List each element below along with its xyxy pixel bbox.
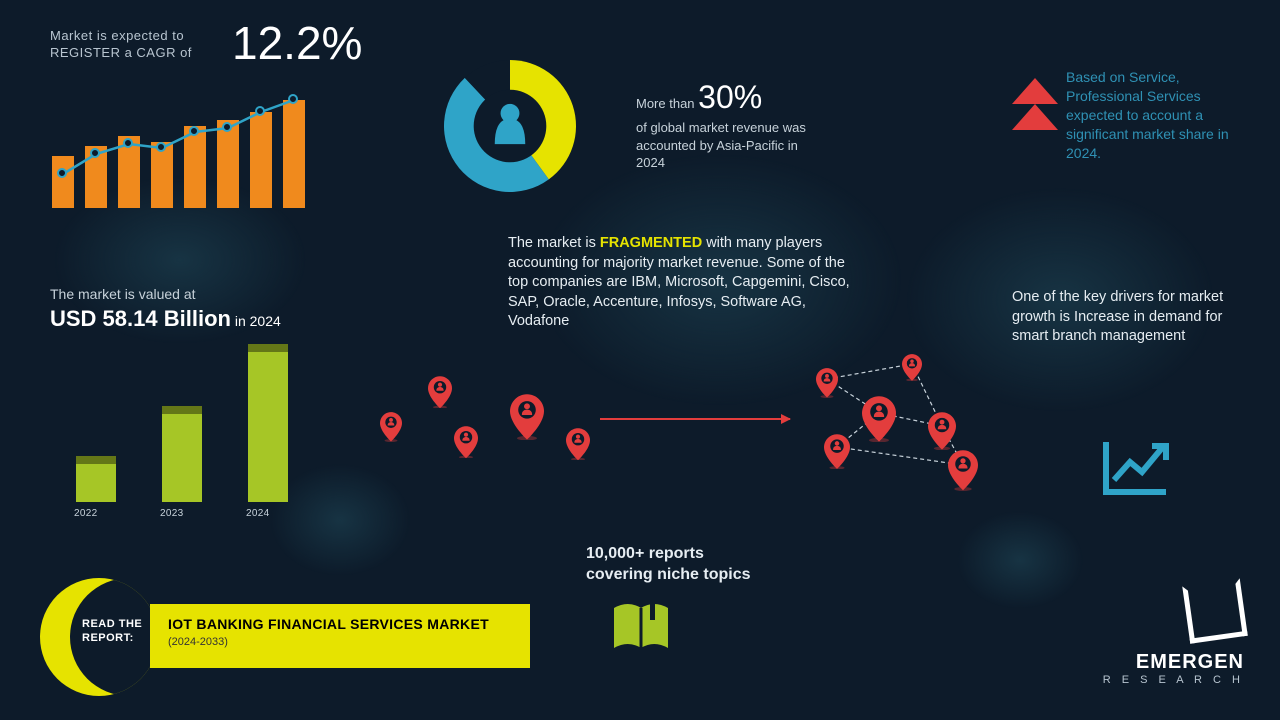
emergen-logo: EMERGEN R E S E A R C H: [1103, 582, 1244, 686]
reports-line2: covering niche topics: [586, 566, 750, 583]
valuation-year: in 2024: [231, 313, 281, 329]
donut-pre: More than: [636, 96, 698, 111]
valuation-chart: 202220232024: [76, 352, 334, 502]
network-pins: [806, 360, 996, 500]
donut-caption: More than 30% of global market revenue w…: [636, 76, 816, 172]
cagr-label: Market is expected to REGISTER a CAGR of: [50, 28, 220, 62]
cagr-value: 12.2%: [232, 16, 362, 70]
driver-text: One of the key drivers for market growth…: [1012, 288, 1242, 347]
donut-post: of global market revenue was accounted b…: [636, 120, 806, 170]
service-text: Based on Service, Professional Services …: [1066, 68, 1256, 162]
fragmented-text: The market is FRAGMENTED with many playe…: [508, 234, 868, 332]
book-icon: [610, 598, 672, 659]
donut-big: 30%: [698, 79, 762, 115]
report-bar: IOT BANKING FINANCIAL SERVICES MARKET (2…: [150, 604, 530, 668]
triangle-icon: [1012, 78, 1058, 147]
reports-line1: 10,000+ reports: [586, 545, 704, 562]
reports-note: 10,000+ reports covering niche topics: [586, 544, 750, 586]
growth-chart: [52, 88, 322, 208]
frag-hl: FRAGMENTED: [600, 235, 702, 251]
valuation-amount: USD 58.14 Billion in 2024: [50, 306, 281, 332]
report-period: (2024-2033): [168, 636, 512, 648]
growth-arrow-icon: [1100, 436, 1172, 503]
logo-sub: R E S E A R C H: [1103, 674, 1244, 686]
report-title: IOT BANKING FINANCIAL SERVICES MARKET: [168, 616, 512, 632]
frag-pre: The market is: [508, 235, 600, 251]
moon-text: READ THE REPORT:: [82, 618, 152, 646]
valuation-amount-text: USD 58.14 Billion: [50, 306, 231, 331]
logo-mark: [1182, 578, 1248, 644]
arrow-icon: [600, 418, 790, 420]
logo-name: EMERGEN: [1103, 651, 1244, 674]
valuation-label: The market is valued at: [50, 286, 280, 302]
market-share-donut: [444, 60, 576, 197]
